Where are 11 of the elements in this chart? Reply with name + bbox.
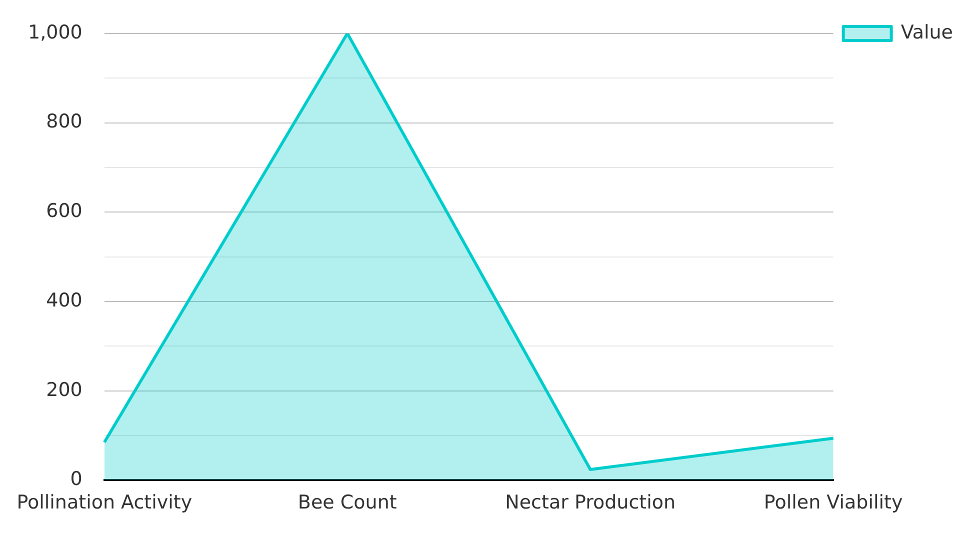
x-tick-label: Pollen Viability [764,492,903,514]
x-tick-label: Pollination Activity [16,492,192,514]
y-tick-label: 0 [70,468,82,490]
y-tick-label: 200 [46,378,82,401]
x-tick-label: Nectar Production [505,492,676,514]
y-tick-label: 800 [46,110,82,133]
y-tick-label: 600 [46,200,82,222]
legend-label: Value [900,21,954,44]
y-tick-label: 400 [46,289,82,312]
x-tick-label: Bee Count [298,492,397,514]
y-tick-label: 1,000 [28,21,82,44]
